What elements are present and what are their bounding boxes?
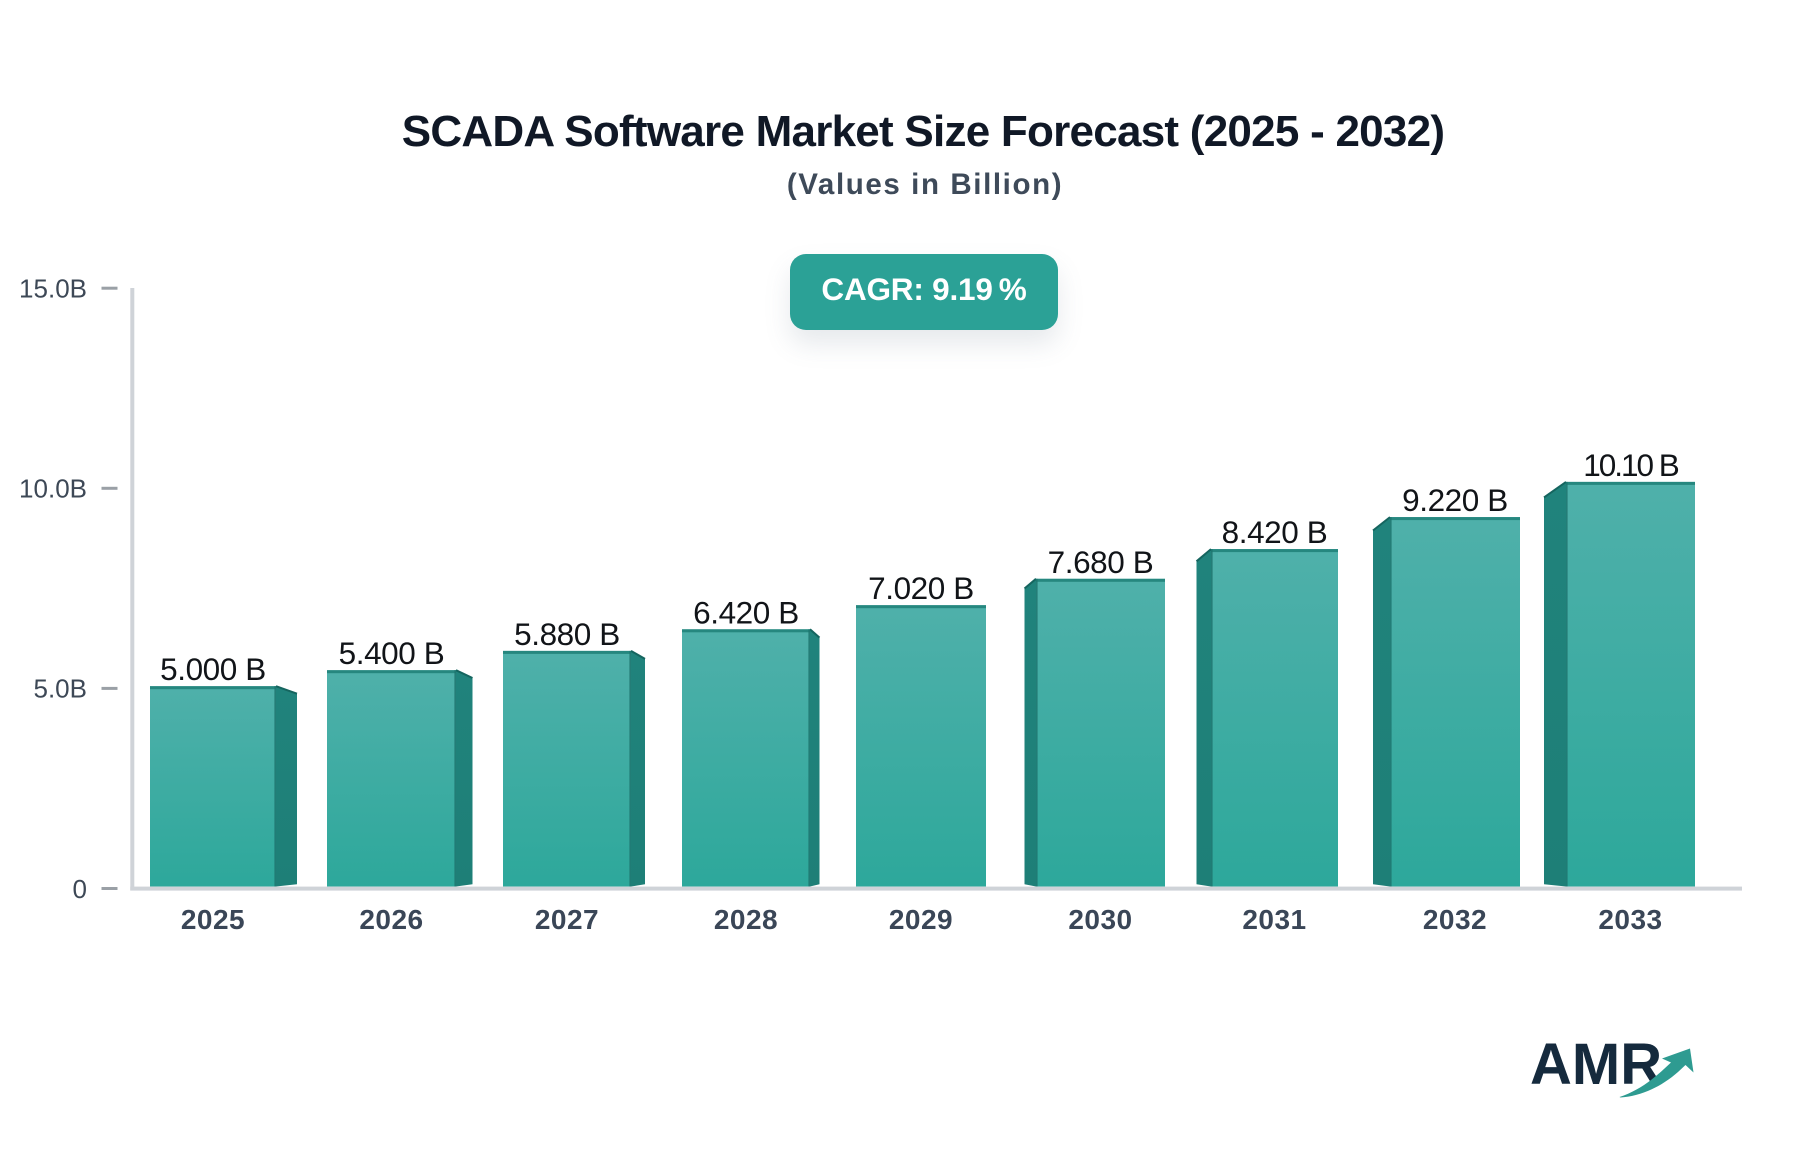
svg-text:2033: 2033 — [1598, 904, 1662, 935]
svg-text:7.680 B: 7.680 B — [1048, 544, 1154, 580]
svg-text:10.0B: 10.0B — [19, 474, 87, 504]
svg-text:2030: 2030 — [1068, 904, 1132, 935]
svg-text:15.0B: 15.0B — [19, 274, 87, 304]
svg-text:10.10 B: 10.10 B — [1583, 447, 1679, 483]
svg-text:2031: 2031 — [1242, 904, 1306, 935]
svg-text:8.420 B: 8.420 B — [1222, 514, 1328, 550]
svg-text:5.400 B: 5.400 B — [339, 635, 445, 671]
svg-text:2029: 2029 — [889, 904, 953, 935]
svg-text:6.420 B: 6.420 B — [693, 594, 799, 630]
svg-text:5.880 B: 5.880 B — [514, 616, 620, 652]
svg-text:2028: 2028 — [714, 904, 778, 935]
svg-text:2027: 2027 — [535, 904, 599, 935]
svg-text:5.000 B: 5.000 B — [160, 651, 266, 687]
svg-text:9.220 B: 9.220 B — [1402, 482, 1508, 518]
svg-text:2032: 2032 — [1423, 904, 1487, 935]
svg-text:2025: 2025 — [181, 904, 245, 935]
svg-text:2026: 2026 — [359, 904, 423, 935]
svg-text:5.0B: 5.0B — [34, 674, 88, 704]
svg-text:7.020 B: 7.020 B — [868, 570, 974, 606]
svg-text:0: 0 — [73, 874, 87, 904]
